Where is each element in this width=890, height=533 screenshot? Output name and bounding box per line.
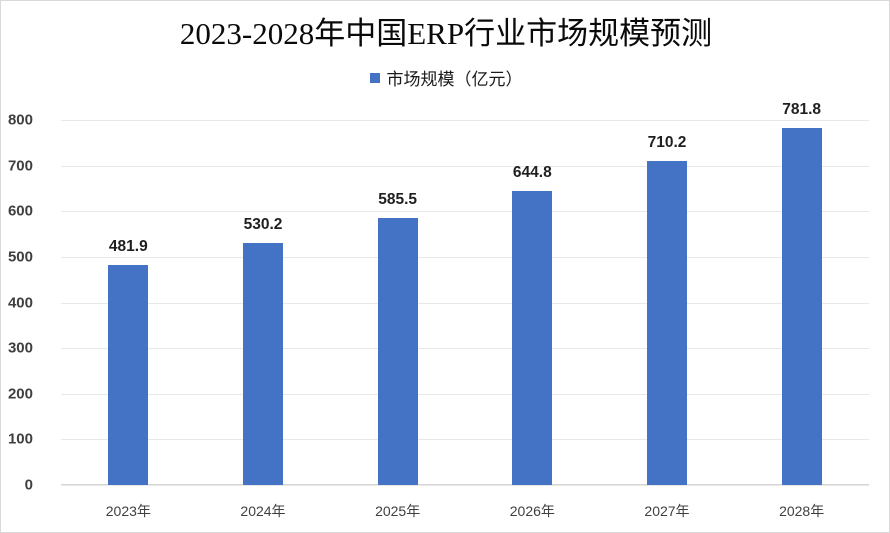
chart-legend: 市场规模（亿元） — [1, 65, 889, 90]
bar-group: 530.2 2024年 — [196, 120, 331, 519]
gridline — [61, 393, 869, 395]
bar-value-label: 481.9 — [108, 238, 148, 256]
x-axis-tick-label: 2028年 — [779, 503, 825, 519]
bar-group: 710.2 2027年 — [600, 120, 735, 519]
bar-value-label: 530.2 — [243, 216, 283, 234]
bar-value-label: 644.8 — [512, 163, 552, 181]
bar[interactable] — [512, 190, 553, 485]
x-axis-tick-label: 2023年 — [105, 503, 151, 519]
gridline — [61, 485, 869, 486]
gridline — [61, 165, 869, 167]
x-axis-tick-label: 2025年 — [375, 503, 421, 519]
gridline — [61, 302, 869, 304]
bar[interactable] — [781, 128, 822, 485]
x-axis-tick-label: 2024年 — [240, 503, 286, 519]
bar[interactable] — [646, 160, 687, 485]
bar[interactable] — [242, 243, 283, 485]
bar-group: 644.8 2026年 — [465, 120, 600, 519]
x-axis-tick-label: 2027年 — [644, 503, 690, 519]
chart-title: 2023-2028年中国ERP行业市场规模预测 — [179, 16, 713, 51]
gridline — [61, 256, 869, 258]
gridline — [61, 120, 869, 121]
y-axis-tick-label: 100 — [7, 430, 33, 448]
bar-group: 585.5 2025年 — [330, 120, 465, 519]
bar[interactable] — [108, 265, 149, 485]
gridline — [61, 439, 869, 441]
y-axis-tick-label: 600 — [7, 202, 33, 220]
plot-area: 0 100 200 300 400 500 600 700 800 481.9 2023年 530.… — [8, 101, 869, 519]
y-axis-tick-label: 0 — [24, 476, 33, 494]
legend-item-label: 市场规模（亿元） — [386, 70, 523, 89]
bar[interactable] — [377, 217, 418, 485]
y-axis-tick-label: 400 — [7, 294, 33, 311]
bar-value-label: 585.5 — [378, 190, 418, 208]
bar-value-label: 781.8 — [782, 101, 822, 119]
y-axis-tick-label: 500 — [7, 248, 33, 266]
y-axis-tick-label: 800 — [7, 111, 33, 129]
gridline — [61, 211, 869, 213]
legend-color-swatch-icon — [369, 72, 380, 83]
y-axis-tick-label: 700 — [7, 157, 33, 175]
bar-value-label: 710.2 — [647, 133, 687, 151]
bar-group: 781.8 2028年 — [734, 101, 869, 519]
y-axis-tick-label: 300 — [7, 339, 33, 357]
y-axis-tick-label: 200 — [7, 385, 33, 403]
x-axis-tick-label: 2026年 — [509, 503, 555, 519]
legend-item-market-size[interactable]: 市场规模（亿元） — [369, 65, 523, 90]
bar-group: 481.9 2023年 — [61, 120, 196, 519]
gridline — [61, 348, 869, 350]
